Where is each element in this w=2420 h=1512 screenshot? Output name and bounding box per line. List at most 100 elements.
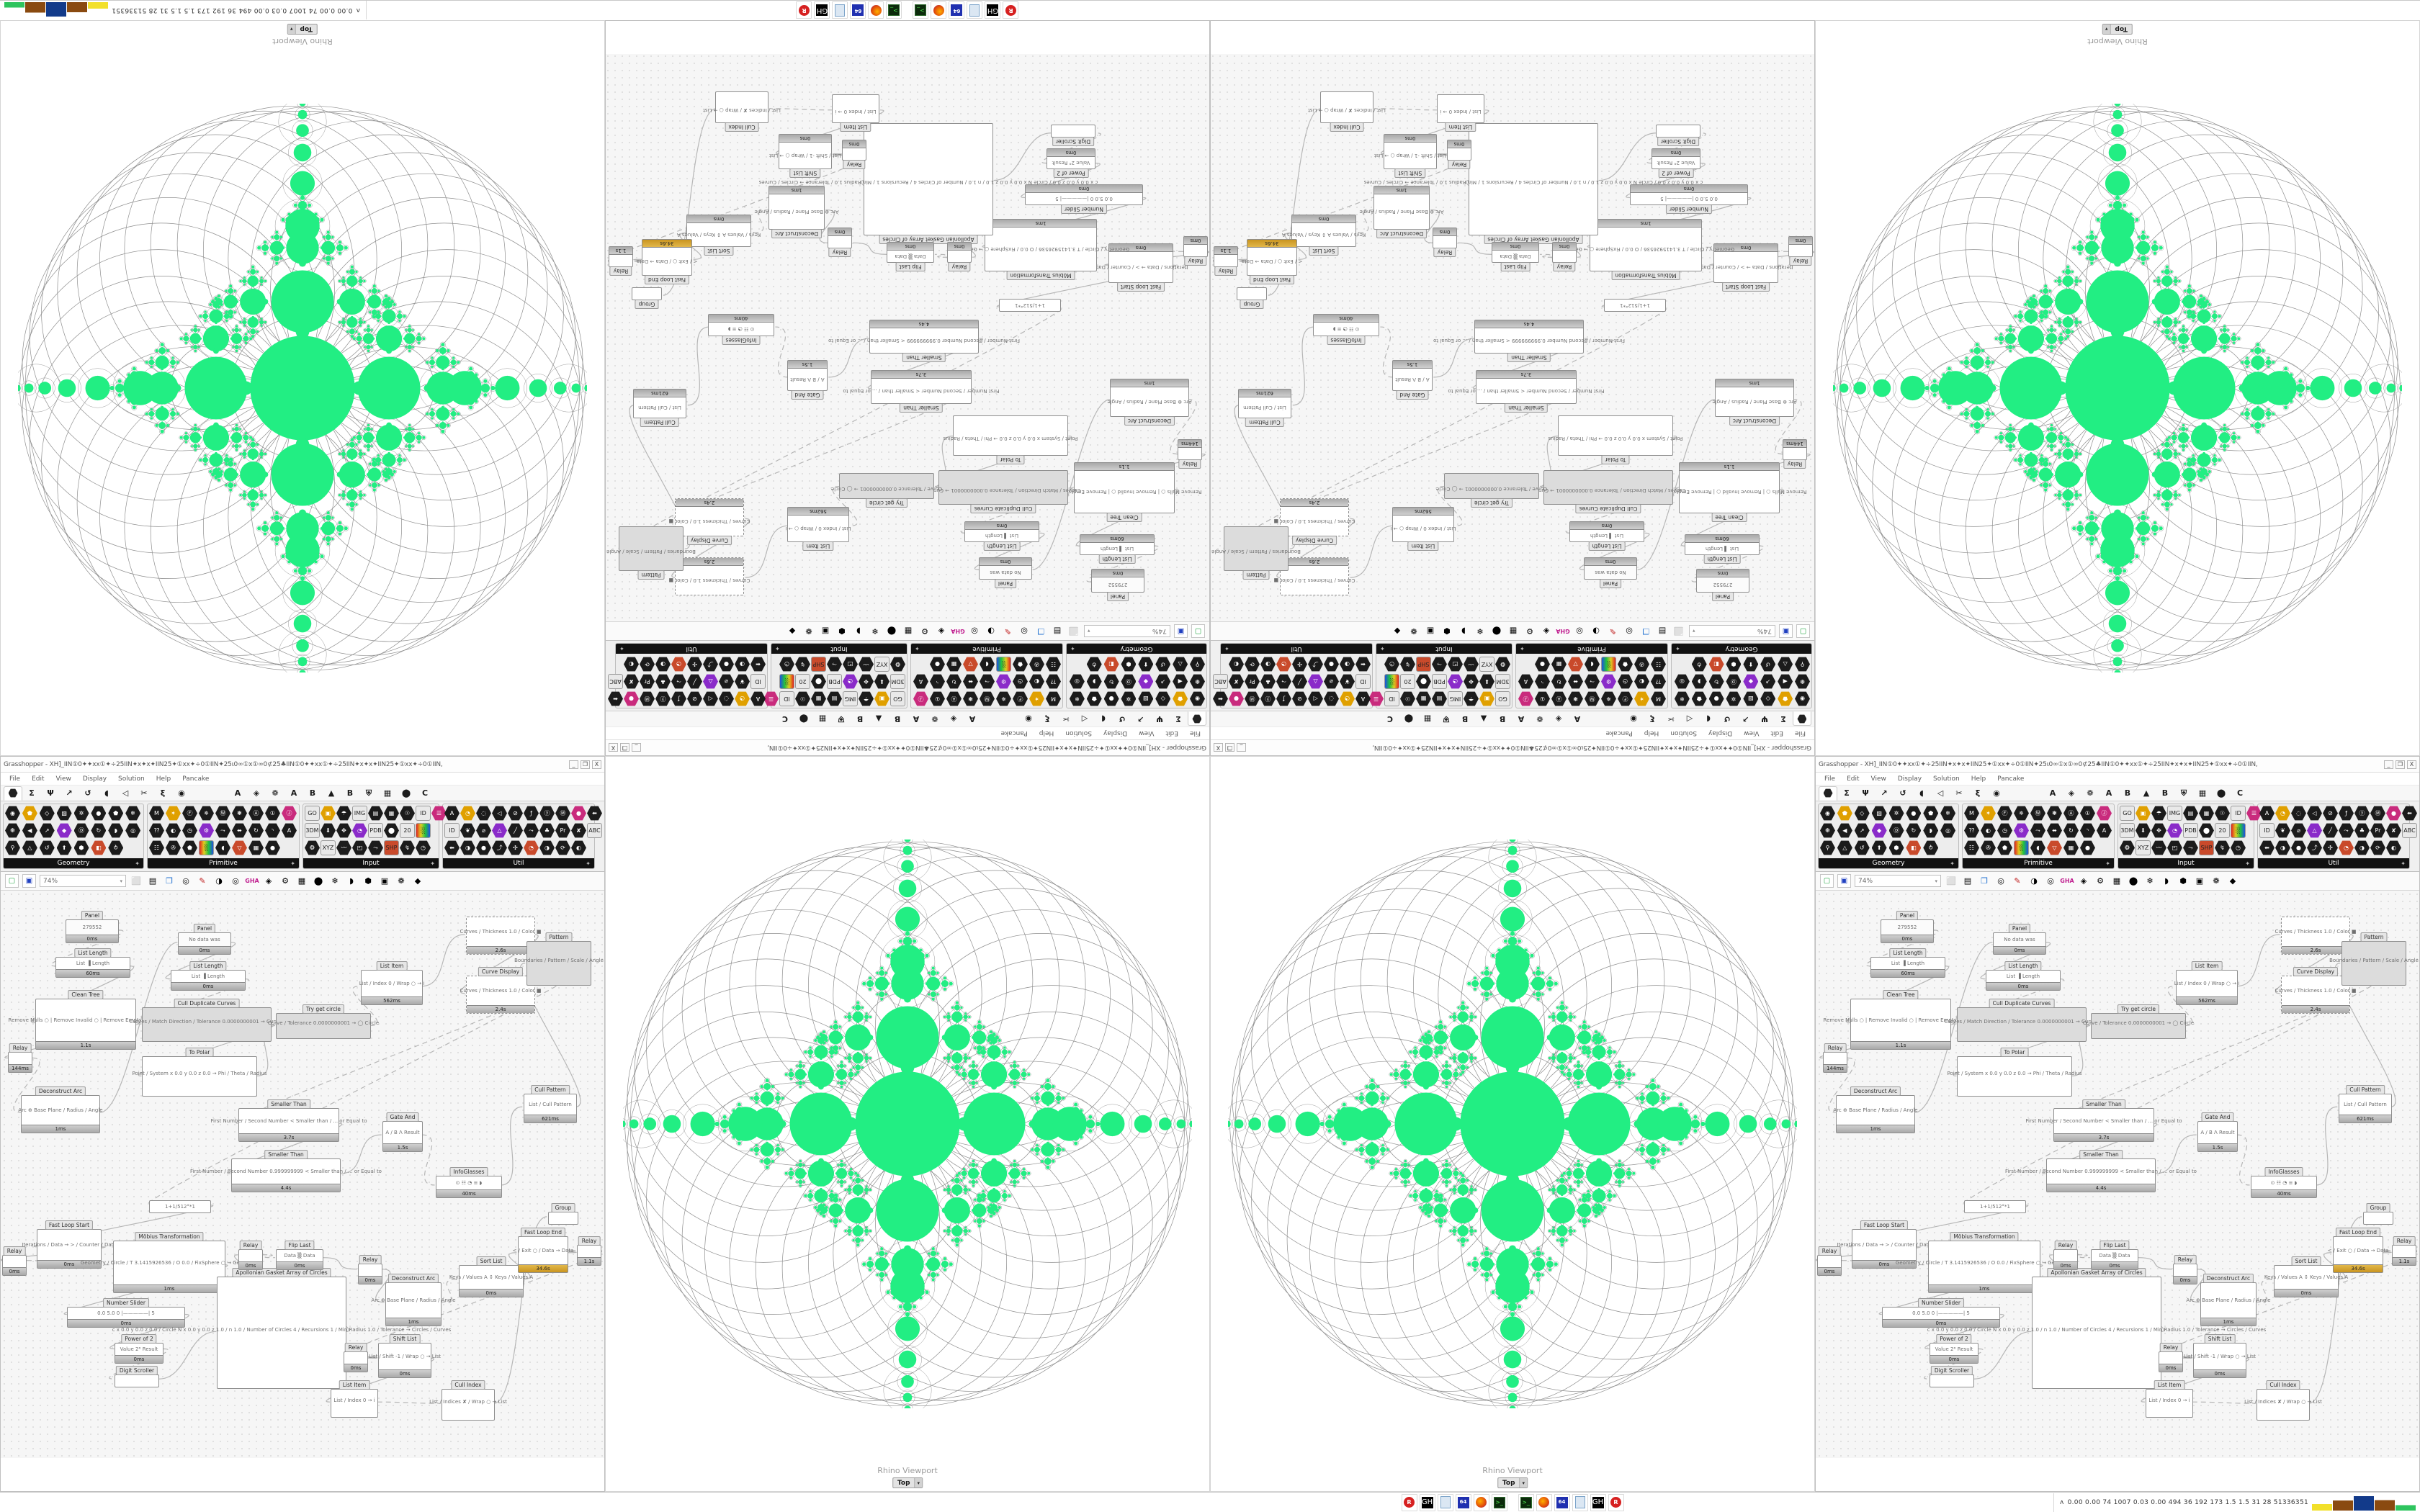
component-body[interactable]: [1184, 245, 1207, 256]
toolbar-icon-8[interactable]: ◈: [2080, 876, 2087, 886]
ribbon-icon-util-13[interactable]: ╱: [508, 823, 523, 838]
ribbon-icon-util-8[interactable]: ●: [2291, 840, 2306, 855]
ribbon-icon-primitive-8[interactable]: ⬟: [1618, 657, 1633, 672]
component-body[interactable]: First Number / Second Number 0.999999999…: [828, 338, 1020, 343]
ribbon-icon-util-16[interactable]: ⤳: [524, 823, 539, 838]
ribbon-icon-util-0[interactable]: A: [2259, 806, 2275, 821]
gh-component-gateand[interactable]: Gate And A / B Λ Result 1.5s: [787, 360, 828, 400]
gh-component-relay1[interactable]: Relay 144ms: [1823, 1043, 1847, 1073]
ribbon-icon-primitive-0[interactable]: Μ: [1651, 691, 1666, 706]
ribbon-icon-util-27[interactable]: ⬅: [587, 806, 602, 821]
ribbon-icon-util-24[interactable]: ●: [624, 691, 639, 706]
ribbon-icon-geometry-18[interactable]: ⬟: [1692, 691, 1707, 706]
component-body[interactable]: ⊙ ☷ ◔ ≡ ◗: [1332, 326, 1360, 332]
ribbon-icon-geometry-7[interactable]: ↗: [1854, 823, 1870, 838]
ribbon-icon-input-17[interactable]: SHP: [2199, 840, 2214, 855]
gh-component-panel2[interactable]: Panel No data was 0ms: [1584, 557, 1637, 588]
ribbon-icon-primitive-4[interactable]: ◐: [1634, 674, 1649, 689]
toolbar-icon-7[interactable]: GHA: [245, 878, 259, 884]
gh-component-sortlist[interactable]: Sort List Keys / Values A ↕ Keys / Values…: [1282, 215, 1366, 256]
ribbon-icon-util-21[interactable]: Ⓜ: [555, 806, 570, 821]
gh-component-patternnode[interactable]: Pattern Boundaries / Pattern / Scale / An…: [2329, 932, 2419, 986]
ribbon-icon-geometry-9[interactable]: ▧: [1871, 806, 1887, 821]
ribbon-icon-util-16[interactable]: ⤳: [2339, 823, 2354, 838]
gh-component-listlength2[interactable]: List Length List ▐ Length 0ms: [1986, 961, 2061, 991]
gh-component-sortlist[interactable]: Sort List Keys / Values A ↕ Keys / Values…: [677, 215, 761, 256]
component-body[interactable]: Keys / Values A ↕ Keys / Values A: [449, 1274, 534, 1280]
menu-item-file[interactable]: File: [1189, 729, 1201, 737]
ribbon-tab-r6[interactable]: B: [346, 788, 354, 798]
chevron-down-icon[interactable]: ▾: [1088, 628, 1090, 634]
toolbar-icon-12[interactable]: ❄: [331, 876, 339, 886]
component-body[interactable]: [1783, 448, 1806, 459]
ribbon-icon-input-23[interactable]: ◷: [2231, 840, 2246, 855]
component-body[interactable]: Value 2ᴿ Result: [1657, 160, 1695, 166]
gh-component-panel1[interactable]: Panel 279552 0ms: [1091, 569, 1144, 601]
ribbon-icon-geometry-15[interactable]: ●: [91, 806, 107, 821]
component-body[interactable]: 0.0 5.0 0 |—————| 5: [97, 1310, 155, 1316]
ribbon-icon-geometry-4[interactable]: ◀: [1173, 674, 1188, 689]
ribbon-tab-8[interactable]: ξ: [160, 788, 166, 798]
ribbon-icon-primitive-7[interactable]: ◷: [1618, 674, 1633, 689]
component-body[interactable]: [948, 251, 971, 262]
menu-item-file[interactable]: File: [1824, 775, 1836, 783]
ribbon-icon-primitive-14[interactable]: ◖: [2030, 840, 2045, 855]
titlebar[interactable]: Grasshopper - XH]_IIN①0✦✦xx①✦÷25IIN✦x✦x✦…: [1211, 739, 1814, 755]
ribbon-icon-input-13[interactable]: PDB: [368, 823, 383, 838]
gh-component-smallerthan1[interactable]: Smaller Than First Number / Second Number…: [211, 1099, 367, 1142]
ribbon-tab-9[interactable]: ◉: [178, 788, 185, 798]
viewport-inner[interactable]: Rhino Viewport Top ▾: [1211, 757, 1814, 1491]
component-body[interactable]: First Number / Second Number 0.999999999…: [2005, 1169, 2197, 1174]
ribbon-icon-primitive-6[interactable]: Ⓕ: [1997, 806, 2012, 821]
ribbon-icon-util-19[interactable]: ♣: [2354, 823, 2370, 838]
ribbon-icon-util-28[interactable]: ABC: [608, 674, 623, 689]
gh-component-numberslider[interactable]: Number Slider 0.0 5.0 0 |—————| 5 0ms: [1882, 1298, 2000, 1328]
pin-icon[interactable]: ✦: [2245, 860, 2250, 867]
gh-component-relay5[interactable]: Relay 1.1s: [609, 246, 633, 276]
gh-component-topolar[interactable]: To Polar Point / System x 0.0 y 0.0 z 0.0…: [132, 1048, 267, 1097]
ribbon-icon-primitive-14[interactable]: ◖: [1585, 657, 1600, 672]
maximize-button[interactable]: ❐: [620, 743, 629, 752]
menu-item-view[interactable]: View: [1870, 775, 1886, 783]
ribbon-icon-primitive-21[interactable]: ①: [2080, 806, 2095, 821]
ribbon-icon-geometry-2[interactable]: ⚲: [1820, 840, 1835, 855]
ribbon-icon-primitive-23[interactable]: ●: [1535, 657, 1550, 672]
component-body[interactable]: Curves / Thickness 1.0 / Color ■: [2275, 988, 2357, 994]
component-body[interactable]: [1930, 1375, 1973, 1387]
component-body[interactable]: Point / System x 0.0 y 0.0 z 0.0 → Phi /…: [132, 1071, 267, 1076]
component-body[interactable]: Arc ⊕ Base Plane / Radius / Angle: [18, 1107, 103, 1113]
ribbon-group-input[interactable]: GO 3DM ❂ ▣ ⬇ XYZ ☂ ✥ 〰 IMG ◔ ◰ ▤ PDB ⤳ ▦ ⬤ SHP ☉ 20 ↯ ID ░ ◷ ☰ In…: [302, 804, 447, 869]
close-button[interactable]: X: [1214, 743, 1223, 752]
toolbar-icon-11[interactable]: ⬤: [2128, 876, 2138, 886]
gh-component-listitem2[interactable]: List Item List / Index 0 → i: [1437, 94, 1484, 132]
ribbon-icon-util-23[interactable]: ⟳: [555, 840, 570, 855]
ribbon-icon-primitive-21[interactable]: ①: [930, 691, 945, 706]
component-body[interactable]: 279552: [1108, 582, 1128, 588]
ribbon-icon-input-20[interactable]: ↯: [1400, 657, 1415, 672]
ribbon-icon-primitive-18[interactable]: Ⓐ: [1551, 691, 1567, 706]
ribbon-icon-geometry-17[interactable]: ◧: [1709, 657, 1724, 672]
ribbon-icon-input-22[interactable]: ░: [1384, 674, 1399, 689]
component-body[interactable]: c x 0.0 y 0.0 z 0.0 / Circle N x 0.0 y 0…: [1927, 1327, 2267, 1333]
component-body[interactable]: Data ▒ Data: [284, 1253, 315, 1259]
ribbon-icon-input-1[interactable]: 3DM: [2120, 823, 2135, 838]
ribbon-icon-util-15[interactable]: ƒ: [2339, 806, 2354, 821]
component-body[interactable]: < / Exit ○ / Data → Data: [2327, 1248, 2389, 1254]
close-button[interactable]: X: [609, 743, 618, 752]
ribbon-tab-r5[interactable]: ▲: [328, 788, 335, 798]
toolbar-icon-17[interactable]: ◆: [414, 876, 421, 886]
app-icon-rhino[interactable]: R: [1401, 1493, 1417, 1511]
ribbon-tab-r4[interactable]: B: [309, 788, 316, 798]
ribbon-icon-geometry-8[interactable]: ↺: [1760, 657, 1775, 672]
app-icon-calculator[interactable]: [1437, 1493, 1453, 1511]
component-body[interactable]: Data ▒ Data: [895, 253, 926, 259]
ribbon-tab-r1[interactable]: ◈: [1555, 714, 1562, 724]
component-body[interactable]: Curves / Match Direction / Tolerance 0.0…: [926, 487, 1081, 493]
component-body[interactable]: ⊙ ☷ ◔ ≡ ◗: [455, 1180, 483, 1186]
ribbon-icon-primitive-16[interactable]: ⬌: [2047, 823, 2062, 838]
ribbon-icon-util-21[interactable]: Ⓜ: [2370, 806, 2385, 821]
ribbon-icon-input-0[interactable]: GO: [1495, 691, 1510, 706]
ribbon-icon-input-9[interactable]: IMG: [352, 806, 367, 821]
ribbon-icon-primitive-20[interactable]: ▦: [2063, 840, 2079, 855]
ribbon-icon-geometry-21[interactable]: ❄: [125, 806, 141, 821]
